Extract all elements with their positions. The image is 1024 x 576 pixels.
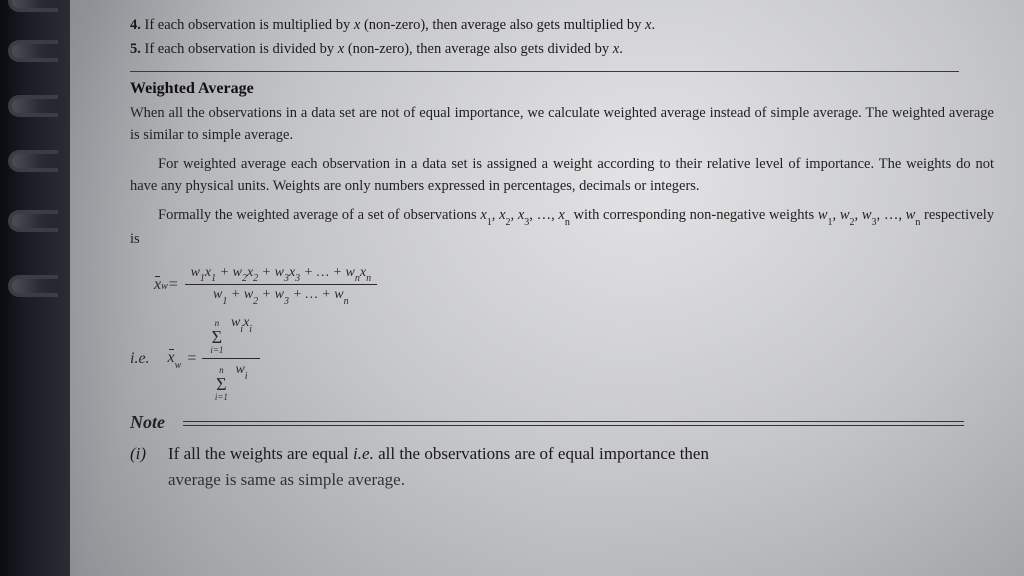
paragraph-1: When all the observations in a data set …	[130, 102, 994, 147]
var-sub: w	[161, 281, 168, 292]
denominator: w1 + w2 + w3 + … + wn	[207, 285, 355, 305]
equals: =	[168, 276, 179, 294]
formula-expanded: xw = w1x1 + w2x2 + w3x3 + … + wnxn w1 + …	[154, 265, 994, 306]
paragraph-2: For weighted average each observation in…	[130, 153, 994, 198]
sigma-fraction: n Σ i=1 wixi n Σ i=1 wi	[202, 315, 260, 402]
sigma-term-den: wi	[235, 362, 247, 377]
sigma-numerator: n Σ i=1 wixi	[202, 315, 260, 359]
spiral-binding	[0, 0, 70, 576]
section-rule	[130, 71, 959, 72]
list-text: If each observation is divided by x (non…	[145, 41, 623, 57]
sigma-term-num: wixi	[231, 315, 252, 330]
spiral-ring	[8, 150, 58, 172]
note-rule	[183, 421, 994, 425]
spiral-ring	[8, 275, 58, 297]
list-number: 4.	[130, 17, 141, 33]
numerator: w1x1 + w2x2 + w3x3 + … + wnxn	[185, 265, 378, 286]
sigma-icon: n Σ i=1	[210, 319, 223, 355]
spiral-ring	[8, 95, 58, 117]
sigma-icon: n Σ i=1	[215, 366, 228, 402]
list-item-5: 5. If each observation is divided by x (…	[130, 38, 994, 60]
formula-sigma: i.e. xw = n Σ i=1 wixi n Σ i=1 wi	[130, 315, 994, 402]
note-text: If all the weights are equal i.e. all th…	[168, 441, 994, 492]
note-item-i: (i) If all the weights are equal i.e. al…	[130, 441, 994, 492]
list-text: If each observation is multiplied by x (…	[145, 17, 656, 33]
list-number: 5.	[130, 41, 141, 57]
equals-2: =	[187, 350, 196, 368]
spiral-ring	[8, 40, 58, 62]
list-item-4: 4. If each observation is multiplied by …	[130, 14, 994, 36]
fraction: w1x1 + w2x2 + w3x3 + … + wnxn w1 + w2 + …	[185, 265, 378, 306]
note-label: Note	[130, 412, 165, 433]
paragraph-3: Formally the weighted average of a set o…	[130, 204, 994, 251]
ie-label: i.e.	[130, 350, 150, 368]
var-xbar: x	[154, 276, 161, 294]
spiral-ring	[8, 210, 58, 232]
section-heading: Weighted Average	[130, 80, 994, 98]
sigma-denominator: n Σ i=1 wi	[207, 359, 256, 402]
page-content: 4. If each observation is multiplied by …	[70, 0, 1024, 576]
spiral-ring	[8, 0, 58, 12]
var-xbar-2: xw	[168, 349, 182, 369]
note-header: Note	[130, 412, 994, 433]
note-marker: (i)	[130, 441, 168, 492]
